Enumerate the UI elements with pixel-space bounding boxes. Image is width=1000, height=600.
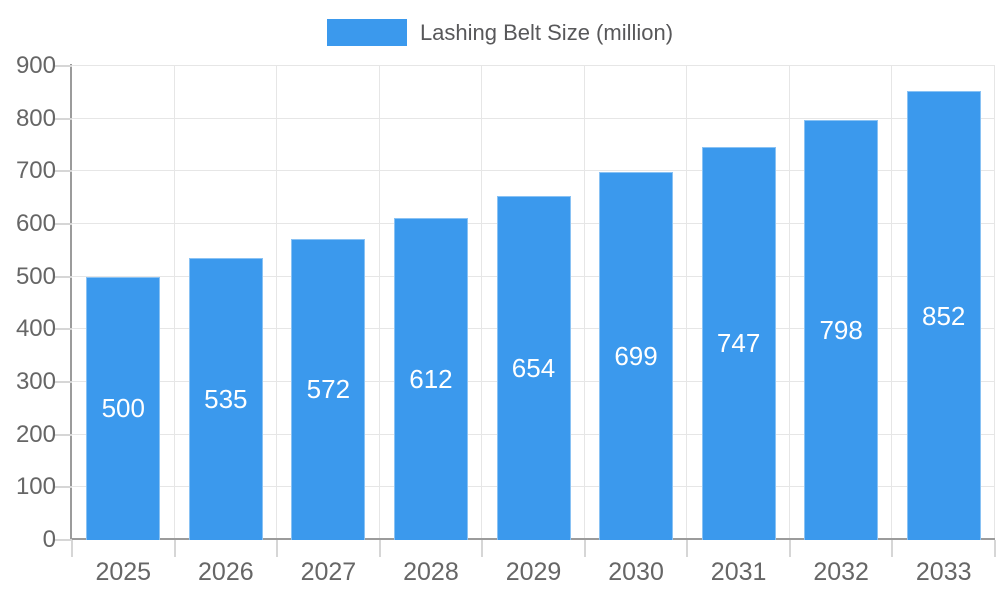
gridline-vertical: [378, 66, 380, 540]
y-axis-tick-label: 0: [42, 526, 56, 553]
y-axis-tick-label: 500: [15, 262, 56, 290]
x-axis-tick: [378, 540, 381, 557]
x-axis-tick: [583, 540, 586, 557]
y-axis-tick: [54, 486, 72, 489]
y-axis-line: [70, 64, 72, 540]
y-axis-tick-label: 800: [15, 104, 56, 132]
bar-2031[interactable]: 747: [701, 146, 776, 540]
bar-2027[interactable]: 572: [291, 238, 366, 540]
legend-swatch-icon: [326, 18, 407, 46]
x-axis-tick: [481, 540, 484, 557]
y-axis-tick-label: 600: [15, 210, 56, 237]
bar-2029[interactable]: 654: [496, 195, 571, 540]
x-axis-tick: [686, 540, 689, 557]
y-axis-tick-label: 300: [15, 368, 56, 395]
x-axis-tick-label: 2031: [710, 558, 767, 586]
y-axis-tick: [54, 65, 72, 67]
y-axis-tick: [54, 433, 72, 436]
gridline-horizontal: [72, 170, 995, 172]
x-axis-tick-label: 2033: [915, 558, 972, 586]
y-axis-tick: [54, 328, 72, 331]
y-axis-tick: [54, 223, 72, 225]
y-axis-tick: [54, 539, 72, 541]
bar-value-label: 500: [101, 393, 145, 424]
bar-value-label: 612: [409, 363, 453, 394]
x-axis-tick-label: 2027: [300, 558, 357, 586]
x-axis-tick: [173, 540, 176, 557]
gridline-vertical: [891, 66, 893, 540]
y-axis-tick-label: 100: [15, 473, 56, 501]
bar-2032[interactable]: 798: [804, 119, 879, 540]
bar-2030[interactable]: 699: [599, 171, 674, 540]
bar-2026[interactable]: 535: [188, 258, 263, 540]
bar-2033[interactable]: 852: [906, 91, 981, 540]
bar-value-label: 798: [819, 314, 863, 345]
x-axis-tick-label: 2028: [403, 558, 459, 586]
x-axis-tick-label: 2030: [608, 558, 664, 586]
gridline-horizontal: [72, 117, 995, 119]
gridline-vertical: [686, 66, 688, 540]
x-axis-tick: [891, 540, 894, 557]
bar-value-label: 572: [306, 374, 351, 405]
y-axis-tick: [54, 381, 72, 383]
bar-value-label: 535: [204, 384, 248, 415]
y-axis-tick: [54, 275, 72, 278]
bar-value-label: 852: [922, 300, 966, 331]
legend[interactable]: Lashing Belt Size (million): [0, 16, 1000, 48]
gridline-vertical: [276, 66, 278, 540]
x-axis-tick-label: 2029: [505, 558, 562, 586]
x-axis-tick: [71, 540, 73, 557]
gridline-vertical: [583, 66, 585, 540]
gridline-vertical: [481, 66, 483, 540]
bar-2028[interactable]: 612: [393, 217, 468, 540]
bar-value-label: 747: [716, 328, 761, 359]
y-axis-tick-label: 400: [15, 315, 56, 343]
y-axis-tick-label: 700: [15, 157, 56, 185]
x-axis-tick: [994, 540, 996, 557]
x-axis-tick-label: 2025: [95, 558, 152, 586]
bar-value-label: 699: [614, 340, 658, 371]
gridline-vertical: [994, 66, 995, 540]
x-axis-tick: [788, 540, 791, 557]
y-axis-tick-label: 900: [15, 52, 56, 79]
bar-2025[interactable]: 500: [86, 276, 161, 540]
x-axis-tick: [276, 540, 279, 557]
x-axis-tick-label: 2032: [813, 558, 869, 586]
y-axis-tick: [54, 117, 72, 120]
gridline-horizontal: [72, 65, 995, 66]
legend-label: Lashing Belt Size (million): [419, 19, 674, 45]
bar-value-label: 654: [511, 352, 556, 383]
gridline-vertical: [173, 66, 175, 540]
x-axis-tick-label: 2026: [198, 558, 254, 586]
plot-area: 500 535 572 612 654 699 747 798 852: [70, 64, 995, 540]
gridline-vertical: [788, 66, 790, 540]
y-axis-tick: [54, 170, 72, 173]
y-axis-tick-label: 200: [15, 420, 56, 448]
